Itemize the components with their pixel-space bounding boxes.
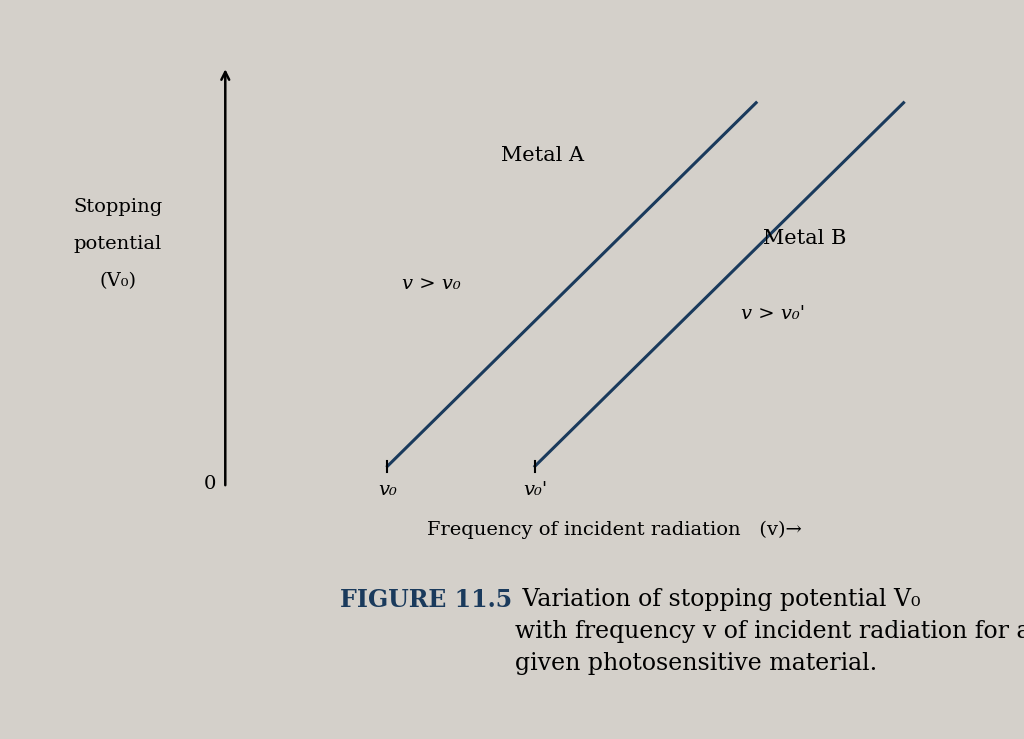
Text: FIGURE 11.5: FIGURE 11.5 — [340, 588, 512, 611]
Text: (V₀): (V₀) — [99, 272, 136, 290]
Text: Metal A: Metal A — [501, 146, 584, 165]
Text: 0: 0 — [204, 475, 216, 493]
Text: v > v₀': v > v₀' — [741, 304, 806, 322]
Text: v₀: v₀ — [378, 480, 397, 499]
Text: Frequency of incident radiation   (v)→: Frequency of incident radiation (v)→ — [427, 521, 802, 539]
Text: Stopping: Stopping — [73, 198, 163, 216]
Text: v > v₀: v > v₀ — [402, 276, 461, 293]
Text: Metal B: Metal B — [764, 229, 847, 248]
Text: Variation of stopping potential V₀
with frequency v of incident radiation for a
: Variation of stopping potential V₀ with … — [515, 588, 1024, 675]
Text: potential: potential — [74, 235, 162, 253]
Text: v₀': v₀' — [523, 480, 547, 499]
